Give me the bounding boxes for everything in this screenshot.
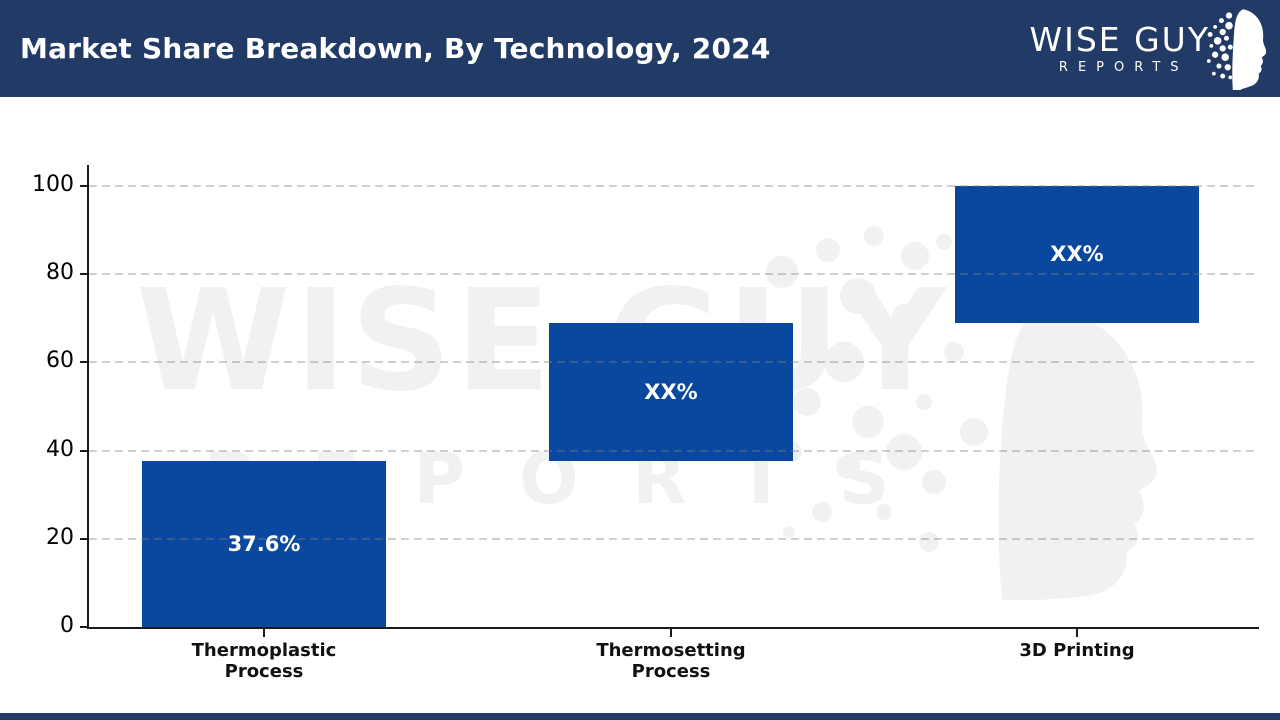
y-tick-label-60: 60 — [46, 348, 74, 374]
bar-value-label-0: 37.6% — [227, 532, 301, 557]
y-tick-0 — [80, 626, 87, 628]
y-tick-40 — [80, 449, 87, 452]
logo-wordmark-line2: REPORTS — [1058, 59, 1189, 75]
x-axis-label-1: Thermosetting Process — [596, 640, 746, 682]
gridline-80 — [89, 273, 1259, 276]
gridline-20 — [89, 537, 1259, 540]
x-axis-line — [87, 627, 1259, 629]
y-tick-20 — [80, 537, 87, 540]
x-axis-label-2: 3D Printing — [1019, 640, 1135, 661]
brand-logo: WISE GUY REPORTS — [1029, 8, 1266, 90]
watermark-text-wiseguy: WISE GUY — [136, 260, 950, 423]
y-tick-80 — [80, 273, 87, 276]
chart-title: Market Share Breakdown, By Technology, 2… — [20, 32, 771, 65]
x-axis-label-0: Thermoplastic Process — [191, 640, 337, 682]
x-tick-0 — [263, 629, 265, 637]
gridline-40 — [89, 449, 1259, 452]
y-tick-label-20: 20 — [46, 524, 74, 550]
x-tick-2 — [1076, 629, 1078, 637]
logo-wordmark-line1: WISE GUY — [1029, 19, 1210, 59]
x-tick-1 — [670, 629, 672, 637]
gridline-60 — [89, 361, 1259, 364]
y-tick-label-80: 80 — [46, 260, 74, 286]
y-tick-label-40: 40 — [46, 436, 74, 462]
y-tick-60 — [80, 361, 87, 364]
bar-segment-0 — [142, 461, 386, 627]
y-axis-line — [87, 165, 89, 629]
watermark-head-graphic — [766, 226, 1158, 600]
bar-value-label-2: XX% — [1050, 242, 1104, 267]
bar-value-label-1: XX% — [644, 379, 698, 404]
logo-head-icon — [1206, 8, 1266, 90]
bar-segment-2 — [955, 186, 1199, 323]
bar-segment-1 — [549, 322, 793, 462]
gridline-100 — [89, 185, 1259, 187]
header-bar: Market Share Breakdown, By Technology, 2… — [0, 0, 1280, 97]
footer-bar — [0, 713, 1280, 720]
y-tick-label-0: 0 — [60, 613, 74, 638]
logo-wordmark: WISE GUY REPORTS — [1029, 19, 1210, 75]
y-tick-100 — [80, 185, 87, 187]
y-tick-label-100: 100 — [32, 172, 74, 197]
